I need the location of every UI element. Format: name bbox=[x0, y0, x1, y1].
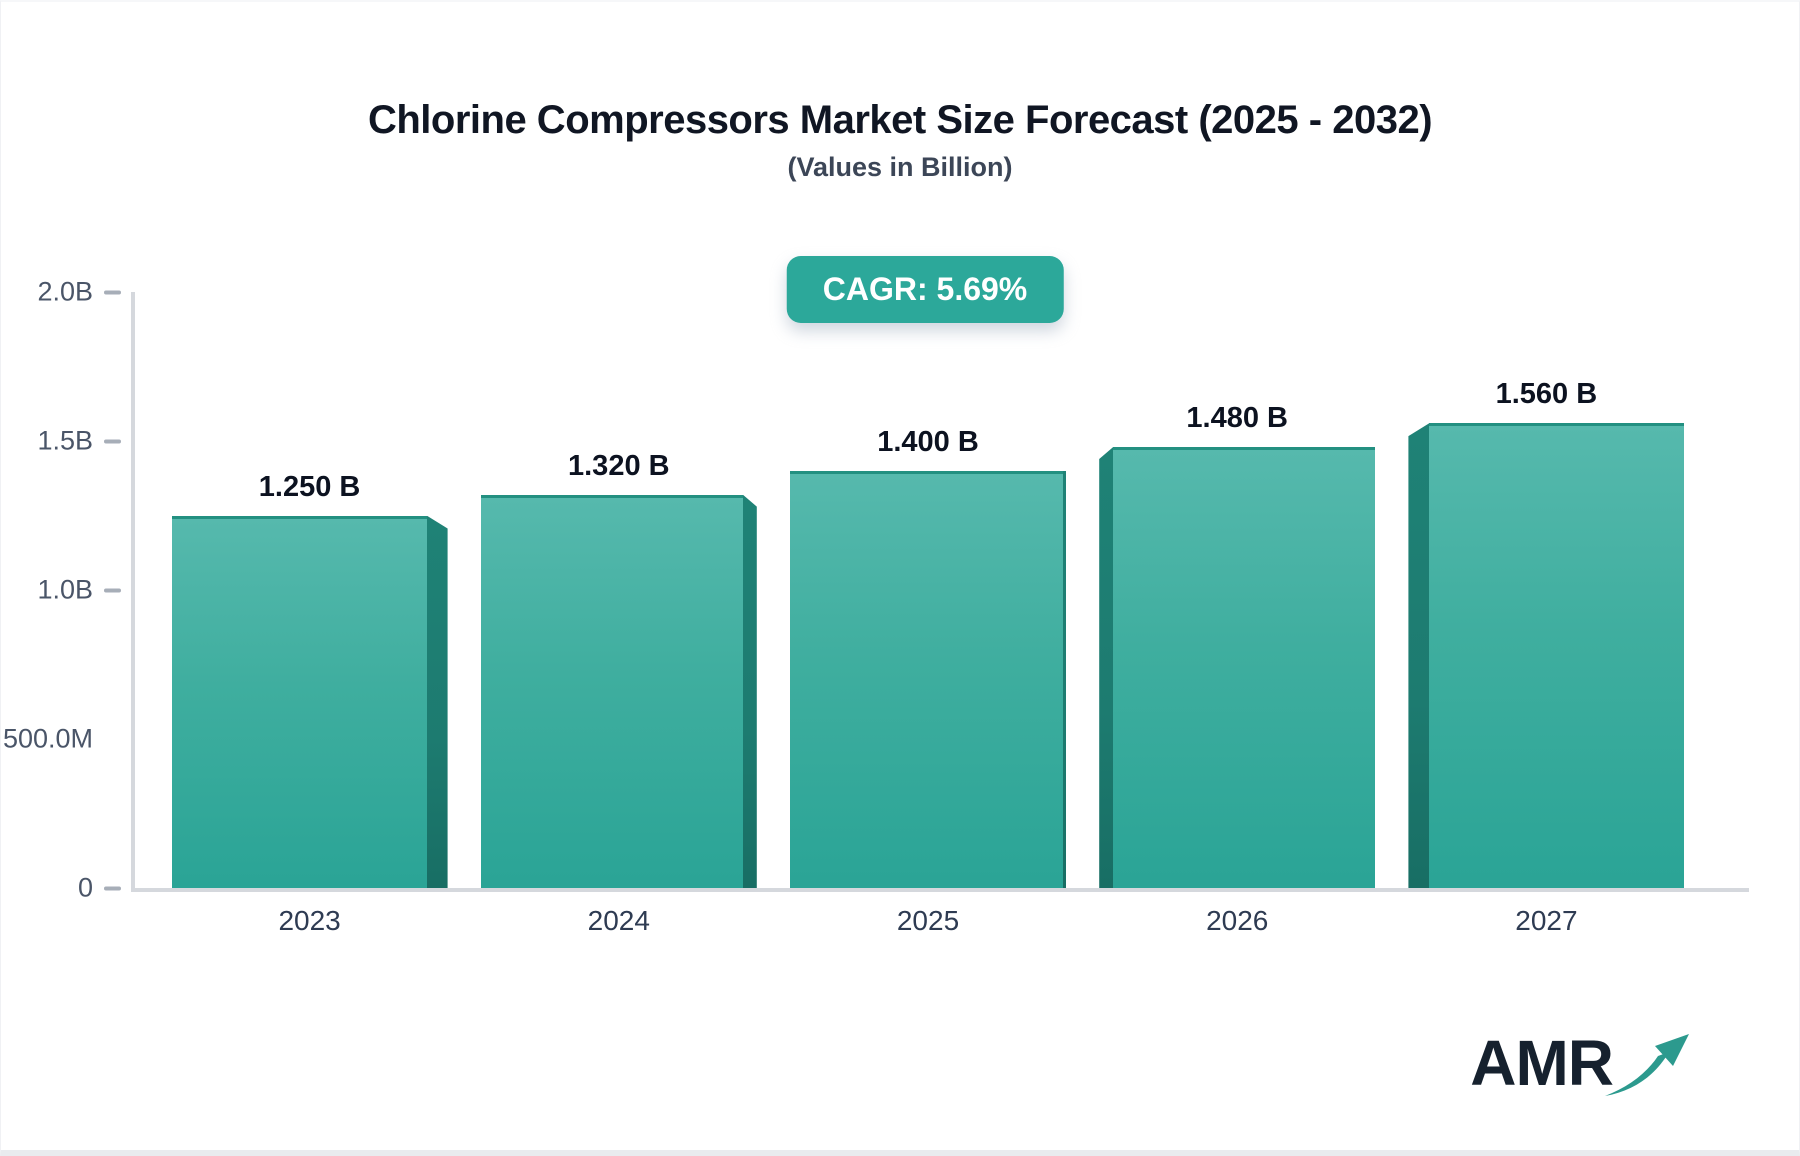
x-label-2023: 2023 bbox=[278, 905, 341, 936]
bar-face bbox=[480, 494, 743, 888]
x-label-2026: 2026 bbox=[1206, 905, 1269, 936]
bar-side-shadow bbox=[1063, 470, 1066, 888]
bar-slot-2025: 1.400 B bbox=[773, 292, 1082, 888]
y-tick-2.0B: 2.0B bbox=[37, 277, 121, 308]
x-label-2024: 2024 bbox=[587, 905, 650, 936]
bar-2026[interactable]: 1.480 B bbox=[1099, 402, 1376, 888]
bar-side-shadow bbox=[1099, 446, 1114, 888]
bar-2024[interactable]: 1.320 B bbox=[480, 450, 757, 888]
bar-side-shadow bbox=[742, 494, 757, 888]
cagr-badge: CAGR: 5.69% bbox=[786, 256, 1064, 323]
y-tick-0: 0 bbox=[78, 873, 121, 904]
plot-area: 2.0B 1.5B 1.0B 500.0M 0 1.250 B 1.320 B 1.400 … bbox=[3, 277, 1749, 936]
growth-arrow-icon bbox=[1605, 1034, 1689, 1096]
x-axis-labels: 2023 2024 2025 2026 2027 bbox=[155, 905, 1701, 937]
bar-value-label: 1.560 B bbox=[1495, 378, 1598, 411]
y-tick-1.0B: 1.0B bbox=[37, 575, 121, 606]
bar-slot-2026: 1.480 B bbox=[1083, 292, 1392, 888]
bar-face bbox=[1113, 446, 1376, 888]
amr-logo: AMR bbox=[1470, 1028, 1695, 1102]
bar-2023[interactable]: 1.250 B bbox=[171, 471, 448, 888]
y-tick-1.5B: 1.5B bbox=[37, 426, 121, 457]
bar-2025[interactable]: 1.400 B bbox=[790, 426, 1066, 888]
bar-face bbox=[171, 515, 427, 888]
bar-value-label: 1.320 B bbox=[568, 449, 670, 482]
bar-face bbox=[1429, 423, 1685, 888]
bar-value-label: 1.480 B bbox=[1186, 401, 1288, 434]
x-axis-line bbox=[131, 888, 1749, 892]
x-label-2025: 2025 bbox=[896, 905, 960, 936]
x-label-2027: 2027 bbox=[1515, 905, 1578, 936]
y-tick-500.0M: 500.0M bbox=[2, 723, 93, 754]
bar-slot-2027: 1.560 B bbox=[1392, 292, 1701, 888]
bar-2027[interactable]: 1.560 B bbox=[1408, 378, 1685, 888]
bars-row: 1.250 B 1.320 B 1.400 B 1.480 B 1.560 B bbox=[155, 292, 1701, 888]
chart-title: Chlorine Compressors Market Size Forecas… bbox=[367, 98, 1433, 142]
bar-side-shadow bbox=[1408, 423, 1430, 888]
amr-logo-text: AMR bbox=[1470, 1027, 1614, 1099]
bar-side-shadow bbox=[426, 515, 448, 888]
bar-value-label: 1.400 B bbox=[877, 425, 979, 458]
chart-subtitle: (Values in Billion) bbox=[787, 152, 1013, 182]
bar-value-label: 1.250 B bbox=[258, 470, 361, 503]
bar-slot-2023: 1.250 B bbox=[155, 292, 464, 888]
bar-face bbox=[790, 470, 1063, 888]
bar-slot-2024: 1.320 B bbox=[464, 292, 773, 888]
